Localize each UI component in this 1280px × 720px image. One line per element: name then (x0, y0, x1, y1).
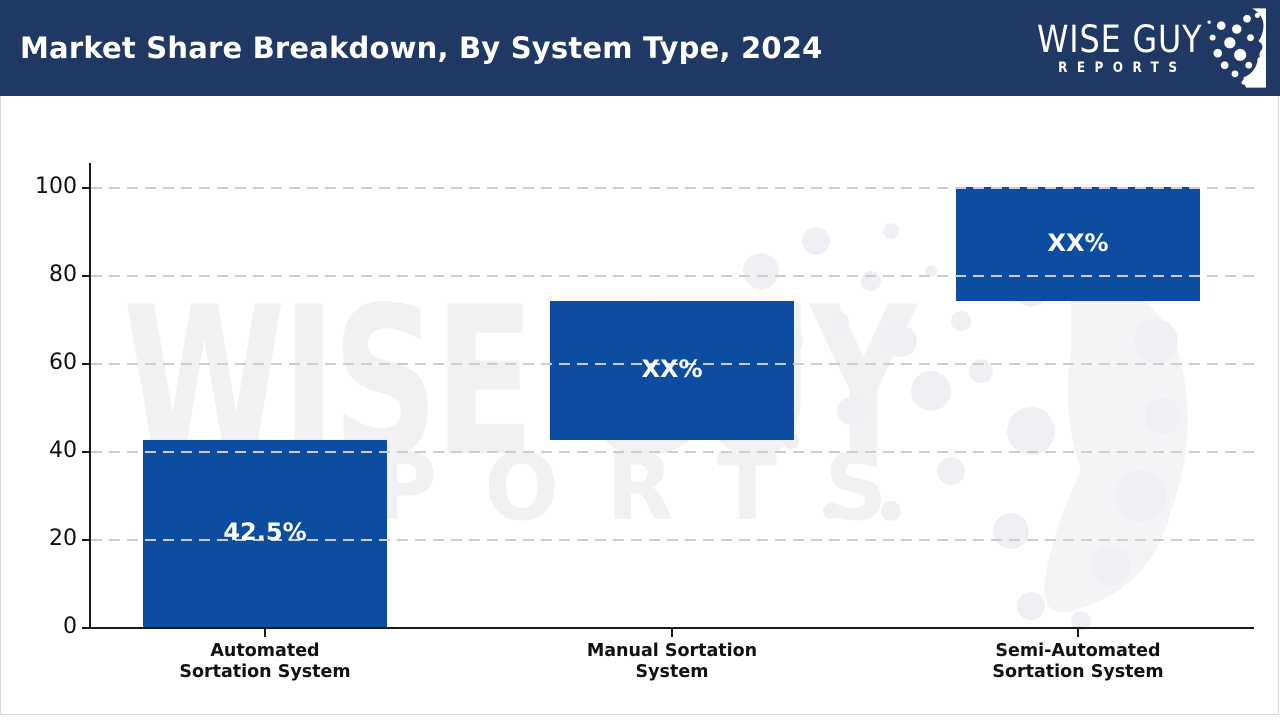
logo-subtitle: REPORTS (1057, 60, 1187, 76)
x-tick-mark (1077, 629, 1079, 637)
bar-value-label: XX% (641, 355, 703, 384)
y-tick-label: 60 (49, 349, 77, 375)
gridline (91, 362, 1254, 365)
category-label: Automated Sortation System (179, 641, 351, 682)
gridline (91, 538, 1254, 541)
x-tick-mark (671, 629, 673, 637)
y-tick-mark (82, 274, 90, 277)
bar (956, 186, 1200, 302)
logo-face-icon (1207, 8, 1266, 88)
y-tick-mark (82, 362, 90, 365)
gridline (91, 274, 1254, 277)
y-tick-mark (82, 186, 90, 189)
logo-wordmark: WISE GUY (1036, 18, 1202, 61)
logo-text: WISE GUY REPORTS (1036, 21, 1202, 75)
chart-area: WISE GUY REPORTS 0 20 40 60 80 100 42.5% XX% XX%… (0, 96, 1279, 715)
y-tick-label: 40 (49, 437, 77, 463)
page-title: Market Share Breakdown, By System Type, … (20, 31, 823, 65)
bar (143, 439, 387, 627)
x-axis (89, 627, 1254, 629)
gridline (91, 186, 1254, 189)
gridline (91, 450, 1254, 453)
y-tick-mark (82, 538, 90, 541)
header-bar: Market Share Breakdown, By System Type, … (0, 0, 1280, 96)
wise-guy-reports-logo: WISE GUY REPORTS (1010, 4, 1266, 92)
category-label: Semi-Automated Sortation System (992, 641, 1164, 682)
y-tick-label: 80 (49, 261, 77, 287)
category-label: Manual Sortation System (586, 641, 758, 682)
y-tick-mark (82, 450, 90, 453)
y-tick-mark (82, 627, 90, 629)
y-axis (89, 163, 91, 629)
bar-value-label: 42.5% (223, 518, 307, 547)
bar (550, 301, 794, 440)
y-tick-label: 0 (63, 614, 77, 639)
bar-value-label: XX% (1047, 228, 1109, 257)
y-tick-label: 20 (49, 525, 77, 551)
y-tick-label: 100 (35, 173, 77, 199)
x-tick-mark (264, 629, 266, 637)
